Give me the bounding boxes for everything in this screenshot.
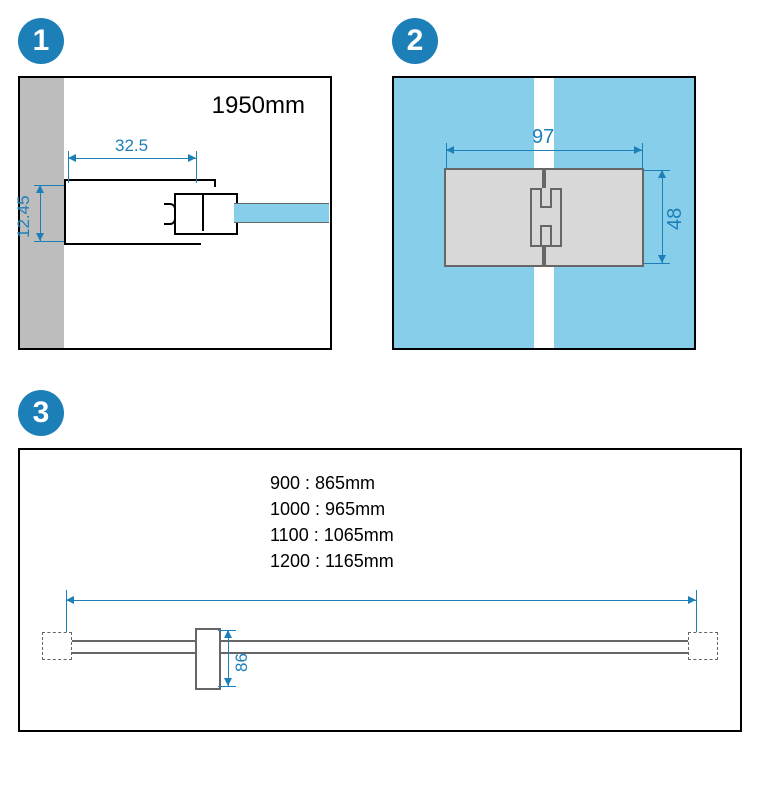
panel2-dim-h: 48 xyxy=(664,208,687,230)
panel2-hinge xyxy=(444,168,644,263)
panel3-clip-dim-arrow xyxy=(228,630,229,686)
badge-3: 3 xyxy=(18,390,64,436)
badge-1: 1 xyxy=(18,18,64,64)
panel1-dim-h-arrow xyxy=(40,185,41,241)
panel1-glass xyxy=(234,203,329,223)
panel3-span-arrow xyxy=(66,600,696,601)
panel3-endcap-right xyxy=(688,632,718,660)
row-bottom: 3 900 : 865mm 1000 : 965mm 1100 : 1065mm… xyxy=(18,390,750,732)
panel3-line-3: 1200 : 1165mm xyxy=(270,548,394,574)
panel-3: 900 : 865mm 1000 : 965mm 1100 : 1065mm 1… xyxy=(18,448,742,732)
panel1-profile xyxy=(64,183,264,241)
panel1-dim-w-arrow xyxy=(68,158,196,159)
panel3-line-0: 900 : 865mm xyxy=(270,470,394,496)
row-top: 1 1950mm 3 xyxy=(18,18,750,350)
panel3-line-2: 1100 : 1065mm xyxy=(270,522,394,548)
panel3-size-list: 900 : 865mm 1000 : 965mm 1100 : 1065mm 1… xyxy=(270,470,394,574)
panel-1: 1950mm 32.5 xyxy=(18,76,332,350)
col-2: 2 97 48 xyxy=(392,18,696,350)
panel3-clip-dim: 86 xyxy=(232,653,252,672)
panel2-dim-h-arrow xyxy=(662,170,663,263)
panel1-dim-w: 32.5 xyxy=(115,136,148,156)
col-1: 1 1950mm 3 xyxy=(18,18,332,350)
panel1-dim-h: 12.45 xyxy=(14,195,34,238)
panel3-line-1: 1000 : 965mm xyxy=(270,496,394,522)
panel2-dim-w: 97 xyxy=(532,126,554,149)
panel3-endcap-left xyxy=(42,632,72,660)
badge-2: 2 xyxy=(392,18,438,64)
panel3-bar xyxy=(50,640,714,654)
panel3-clip xyxy=(195,628,221,690)
panel-2: 97 48 xyxy=(392,76,696,350)
panel2-dim-w-arrow xyxy=(446,150,642,151)
panel1-title: 1950mm xyxy=(212,92,305,120)
